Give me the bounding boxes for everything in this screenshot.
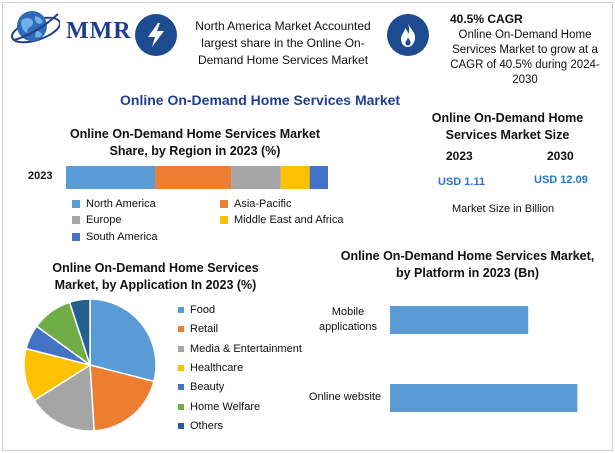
legend-label: Asia-Pacific — [234, 198, 292, 210]
platform-bar-chart — [390, 306, 578, 412]
pie-slice-food — [89, 298, 157, 383]
market-size-year-a: 2023 — [446, 149, 473, 163]
market-size-value-b: USD 12.09 — [534, 174, 588, 186]
lightning-badge — [135, 14, 177, 56]
legend-label: Media & Entertainment — [190, 342, 302, 355]
flame-badge — [387, 14, 429, 56]
legend-label: Beauty — [190, 381, 225, 394]
legend-item-home-welfare: Home Welfare — [178, 401, 260, 413]
legend-label: Home Welfare — [190, 400, 261, 413]
market-size-title: Online On-Demand Home Services Market Si… — [431, 111, 584, 142]
legend-swatch — [178, 422, 184, 429]
legend-label: Europe — [86, 214, 122, 226]
legend-label: South America — [86, 231, 158, 243]
bar-segment-south-america — [309, 166, 328, 189]
legend-label: Food — [190, 304, 216, 316]
bar-segment-europe — [231, 166, 281, 189]
legend-item-media-entertainment: Media & Entertainment — [178, 343, 302, 355]
application-legend: Food Retail Media & Entertainment Healthcar… — [178, 304, 318, 434]
legend-item-middle-east-africa: Middle East and Africa — [220, 214, 343, 226]
legend-swatch — [178, 307, 184, 313]
legend-swatch — [178, 403, 184, 410]
platform-category-website: Online website — [308, 391, 382, 403]
cagr-title: 40.5% CAGR — [450, 12, 523, 26]
bar-segment-asia-pacific — [155, 166, 232, 189]
region-legend: North America Asia-Pacific Europe Middle… — [72, 198, 372, 246]
market-size-year-b: 2030 — [547, 149, 574, 163]
legend-item-asia-pacific: Asia-Pacific — [220, 198, 291, 210]
region-stacked-bar — [66, 166, 328, 189]
legend-swatch — [220, 200, 228, 208]
legend-item-beauty: Beauty — [178, 381, 224, 393]
application-pie-chart — [23, 298, 157, 432]
region-category-label: 2023 — [28, 170, 53, 182]
legend-swatch — [220, 216, 228, 224]
info-cagr: Online On-Demand Home Services Market to… — [450, 29, 600, 86]
legend-label: Others — [190, 419, 224, 432]
legend-swatch — [178, 326, 184, 333]
market-size-value-a: USD 1.11 — [438, 176, 486, 188]
platform-bar-mobile-applications — [390, 306, 529, 334]
legend-label: North America — [86, 198, 156, 210]
legend-label: Retail — [190, 323, 219, 336]
platform-category-mobile: Mobile applications — [318, 306, 378, 333]
legend-swatch — [178, 384, 184, 391]
legend-swatch — [72, 216, 80, 224]
region-chart-title: Online On-Demand Home Services Market Sh… — [69, 127, 321, 158]
platform-chart-title: Online On-Demand Home Services Market, b… — [340, 249, 595, 280]
pie-slice-media-entertainment — [33, 363, 95, 432]
legend-label: Middle East and Africa — [234, 214, 344, 226]
market-size-note: Market Size in Billion — [452, 203, 554, 215]
market-size-note-text: Market Size in Billion — [452, 203, 555, 215]
legend-swatch — [178, 345, 184, 352]
info-north-america: North America Market Accounted largest s… — [195, 19, 371, 67]
platform-bar-online-website — [390, 384, 578, 412]
legend-label: Healthcare — [190, 361, 244, 374]
legend-item-healthcare: Healthcare — [178, 362, 243, 374]
pie-slice-others — [68, 298, 91, 366]
lightning-icon — [148, 23, 164, 47]
legend-item-europe: Europe — [72, 214, 121, 226]
legend-swatch — [72, 200, 80, 208]
page-title: Online On-Demand Home Services Market — [120, 92, 401, 108]
logo: MMR — [8, 6, 131, 50]
globe-icon — [11, 11, 60, 44]
legend-item-others: Others — [178, 420, 223, 432]
bar-segment-middle-east-and-africa — [280, 166, 310, 189]
legend-item-retail: Retail — [178, 323, 218, 335]
logo-text: MMR — [66, 18, 132, 44]
legend-swatch — [72, 233, 80, 241]
legend-item-north-america: North America — [72, 198, 156, 210]
legend-swatch — [178, 364, 184, 371]
legend-item-food: Food — [178, 304, 215, 316]
application-chart-title: Online On-Demand Home Services Market, b… — [52, 261, 259, 292]
flame-icon — [401, 23, 416, 47]
bar-segment-north-america — [66, 166, 156, 189]
legend-item-south-america: South America — [72, 231, 158, 243]
pie-slice-retail — [89, 364, 155, 432]
